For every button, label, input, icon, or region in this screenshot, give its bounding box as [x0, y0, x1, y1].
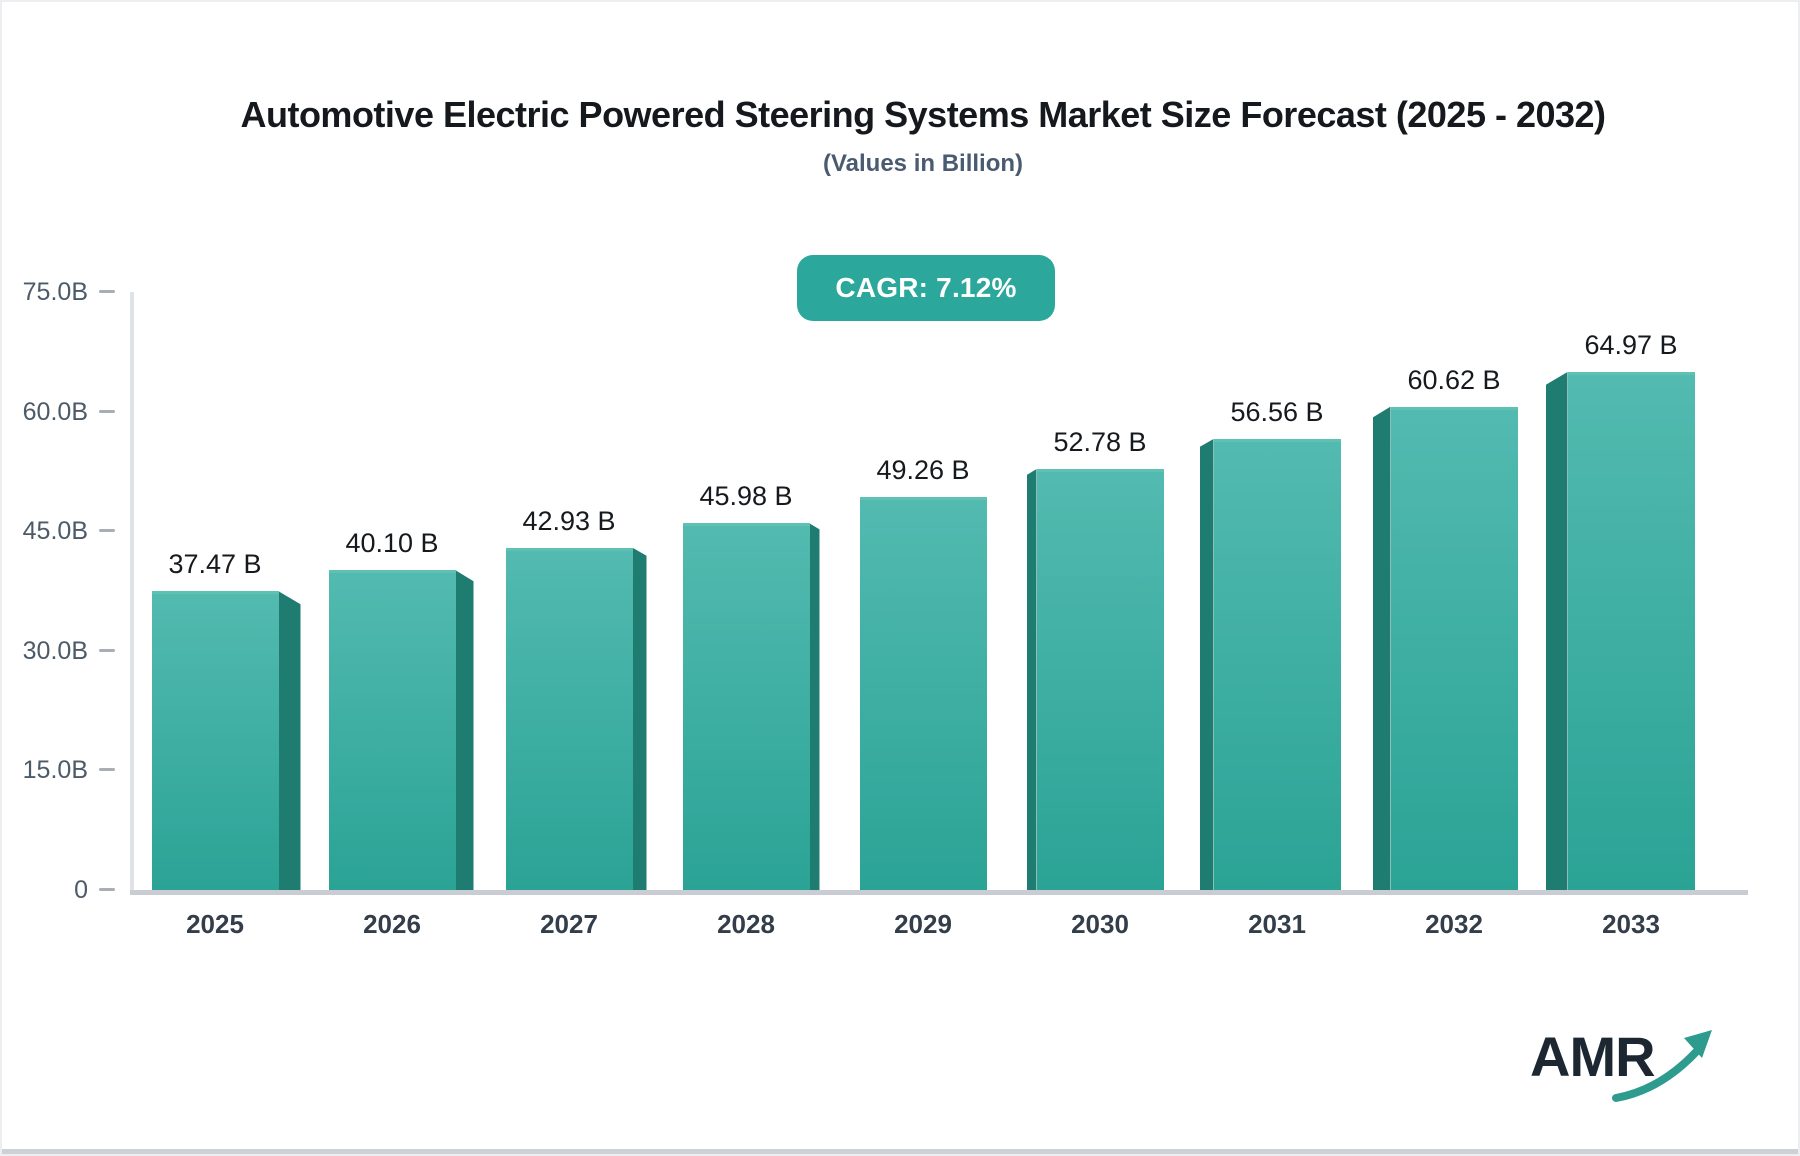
bar — [1036, 469, 1164, 890]
bar-value-label: 52.78 B — [1053, 427, 1147, 458]
x-axis-label: 2031 — [1248, 909, 1306, 939]
bar-side-face — [1372, 406, 1391, 890]
bar-value-label: 60.62 B — [1407, 364, 1501, 395]
bar-side-face — [455, 570, 474, 890]
y-tick-label: 30.0B — [22, 636, 88, 665]
bar-side-face — [1545, 371, 1568, 890]
growth-arrow-icon — [1612, 1030, 1712, 1102]
chart-subtitle: (Values in Billion) — [822, 150, 1024, 177]
y-tick-label: 75.0B — [22, 278, 88, 306]
x-axis-label: 2029 — [894, 909, 952, 939]
bar-side-face — [278, 591, 301, 890]
x-axis-label: 2025 — [186, 909, 244, 939]
bar-side-face — [1199, 439, 1214, 890]
bar — [328, 570, 456, 890]
y-tick-label: 15.0B — [22, 756, 88, 785]
x-axis-label: 2030 — [1071, 909, 1129, 939]
amr-logo-text: AMR — [1530, 1025, 1656, 1088]
y-tick-label: 60.0B — [22, 397, 88, 426]
bar-value-label: 49.26 B — [876, 455, 970, 486]
bar-side-face — [632, 547, 647, 890]
y-tick-mark — [99, 529, 115, 533]
bar — [1567, 371, 1695, 890]
y-axis-line — [130, 292, 134, 890]
bar-side-face — [1026, 469, 1037, 890]
y-tick-mark — [99, 768, 115, 772]
cagr-badge-label: CAGR: 7.12% — [835, 272, 1017, 303]
bar — [859, 497, 987, 890]
cagr-badge: CAGR: 7.12% — [797, 255, 1055, 321]
chart-title: Automotive Electric Powered Steering Sys… — [240, 94, 1606, 135]
bar — [1390, 406, 1518, 890]
bar-value-label: 37.47 B — [168, 549, 262, 580]
bar — [505, 547, 633, 890]
bar-value-label: 45.98 B — [699, 481, 793, 512]
x-axis-label: 2032 — [1425, 909, 1483, 939]
amr-logo: AMR — [1530, 1024, 1730, 1114]
bar-side-face — [809, 523, 820, 890]
x-axis-baseline — [130, 890, 1748, 895]
x-axis-label: 2027 — [540, 909, 598, 939]
y-tick-mark — [99, 409, 115, 413]
y-tick-label: 0 — [74, 876, 88, 904]
bar — [682, 523, 810, 890]
x-axis-label: 2028 — [717, 909, 775, 939]
x-axis-label: 2033 — [1602, 909, 1660, 939]
y-tick-mark — [99, 290, 115, 293]
y-tick-mark — [99, 888, 115, 891]
x-axis-label: 2026 — [363, 909, 421, 939]
y-tick-label: 45.0B — [22, 517, 88, 546]
bar-value-label: 64.97 B — [1584, 329, 1678, 360]
bar-value-label: 40.10 B — [345, 528, 439, 559]
y-tick-mark — [99, 648, 115, 652]
bar-value-label: 56.56 B — [1230, 397, 1324, 428]
bar — [1213, 439, 1341, 890]
bar — [151, 591, 279, 890]
bar-value-label: 42.93 B — [522, 505, 616, 536]
bottom-edge-divider — [2, 1149, 1798, 1154]
